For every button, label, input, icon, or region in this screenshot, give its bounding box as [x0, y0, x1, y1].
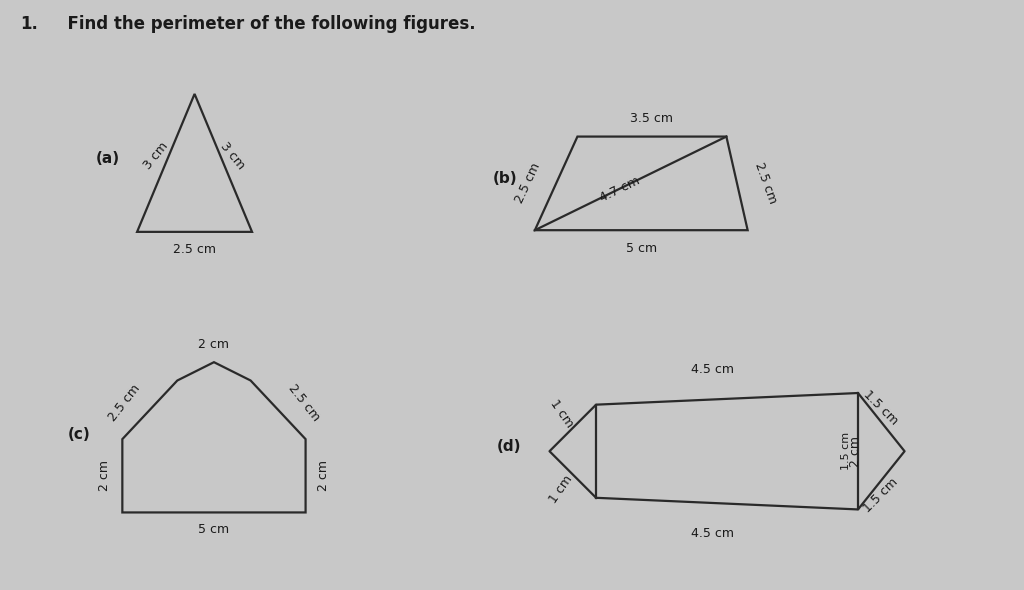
Text: 1.5 cm: 1.5 cm [841, 432, 851, 470]
Text: Find the perimeter of the following figures.: Find the perimeter of the following figu… [56, 15, 476, 33]
Text: 1 cm: 1 cm [547, 397, 575, 430]
Text: 4.5 cm: 4.5 cm [691, 363, 734, 376]
Text: 2.5 cm: 2.5 cm [173, 243, 216, 257]
Text: (a): (a) [95, 151, 120, 166]
Text: 5 cm: 5 cm [626, 242, 656, 255]
Text: 3 cm: 3 cm [218, 140, 248, 172]
Text: 3.5 cm: 3.5 cm [631, 112, 674, 124]
Text: 2 cm: 2 cm [849, 436, 862, 467]
Text: 2 cm: 2 cm [199, 338, 229, 351]
Text: 2.5 cm: 2.5 cm [513, 161, 543, 206]
Text: 1.: 1. [20, 15, 38, 33]
Text: 4.5 cm: 4.5 cm [691, 527, 734, 540]
Text: 2.5 cm: 2.5 cm [286, 382, 323, 424]
Text: 4.7 cm: 4.7 cm [598, 175, 642, 205]
Text: 5 cm: 5 cm [199, 523, 229, 536]
Text: 1.5 cm: 1.5 cm [861, 388, 900, 427]
Text: 2 cm: 2 cm [98, 460, 112, 491]
Text: 2 cm: 2 cm [316, 460, 330, 491]
Text: 2.5 cm: 2.5 cm [105, 382, 142, 424]
Text: 3 cm: 3 cm [141, 140, 171, 172]
Text: 2.5 cm: 2.5 cm [752, 161, 779, 206]
Text: (d): (d) [497, 439, 521, 454]
Text: 1 cm: 1 cm [547, 473, 575, 506]
Text: (b): (b) [493, 171, 517, 186]
Text: (c): (c) [68, 427, 90, 442]
Text: 1.5 cm: 1.5 cm [861, 475, 900, 514]
